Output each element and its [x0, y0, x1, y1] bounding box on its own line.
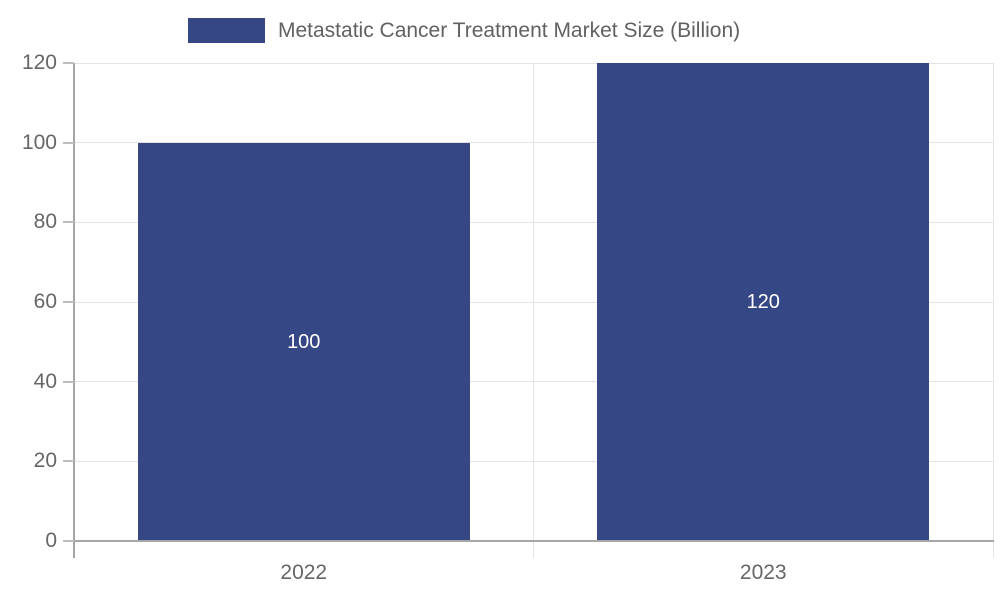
y-axis-tick: [63, 221, 74, 224]
bar-value-label: 120: [746, 291, 780, 313]
y-axis-tick: [63, 62, 74, 64]
y-axis-tick-label: 60: [33, 290, 57, 313]
bar-value-label: 100: [287, 330, 321, 353]
chart-legend[interactable]: Metastatic Cancer Treatment Market Size …: [188, 18, 740, 43]
x-axis-line: [73, 540, 994, 542]
y-axis-tick: [63, 380, 74, 383]
y-axis-tick-label: 100: [21, 130, 57, 154]
legend-label: Metastatic Cancer Treatment Market Size …: [278, 18, 741, 42]
gridline-vertical: [992, 63, 994, 558]
x-axis-label-2022: 2022: [280, 561, 328, 584]
gridline-vertical: [533, 63, 534, 558]
y-axis-line: [73, 63, 75, 558]
y-axis-tick: [63, 540, 74, 542]
y-axis-tick-label: 80: [33, 210, 57, 234]
y-axis-tick: [63, 301, 74, 303]
y-axis-tick: [63, 141, 74, 144]
y-axis-tick-label: 0: [45, 529, 57, 552]
bar-2023: [597, 63, 930, 541]
bar-2022: [137, 142, 470, 541]
y-axis-tick-label: 40: [33, 369, 57, 393]
x-axis-label-2023: 2023: [739, 561, 787, 584]
y-axis-tick-label: 120: [21, 51, 57, 74]
legend-swatch: [188, 18, 265, 43]
y-axis-tick-label: 20: [33, 449, 57, 473]
y-axis-tick: [63, 460, 74, 463]
